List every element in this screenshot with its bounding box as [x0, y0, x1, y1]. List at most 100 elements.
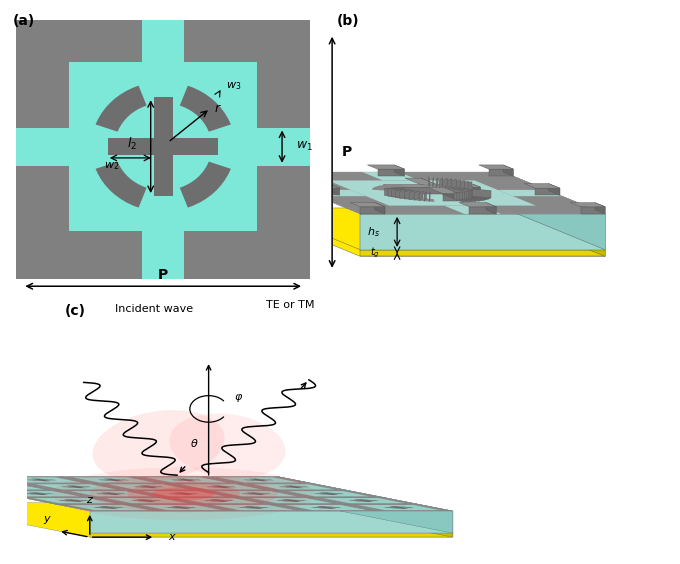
Polygon shape: [328, 180, 536, 205]
Polygon shape: [362, 172, 420, 180]
Polygon shape: [180, 484, 262, 490]
Polygon shape: [248, 479, 269, 481]
Polygon shape: [457, 181, 469, 190]
Polygon shape: [282, 501, 292, 502]
Polygon shape: [428, 177, 430, 187]
Polygon shape: [200, 504, 307, 511]
Polygon shape: [503, 165, 513, 177]
Polygon shape: [549, 183, 560, 195]
Ellipse shape: [90, 475, 277, 512]
Polygon shape: [277, 499, 453, 537]
Polygon shape: [0, 483, 57, 490]
Polygon shape: [466, 191, 482, 201]
Polygon shape: [0, 487, 5, 488]
Polygon shape: [105, 506, 116, 507]
Polygon shape: [449, 179, 456, 188]
Polygon shape: [436, 178, 438, 187]
Polygon shape: [304, 183, 339, 188]
Polygon shape: [139, 487, 150, 488]
Polygon shape: [460, 182, 472, 190]
Bar: [16, 127, 69, 166]
Ellipse shape: [92, 410, 224, 482]
Polygon shape: [459, 202, 496, 207]
Polygon shape: [250, 506, 261, 507]
Polygon shape: [360, 207, 385, 214]
Polygon shape: [429, 192, 430, 201]
Polygon shape: [443, 178, 447, 188]
Polygon shape: [328, 183, 339, 195]
Polygon shape: [419, 191, 423, 201]
Polygon shape: [323, 498, 405, 503]
Polygon shape: [213, 505, 294, 510]
Polygon shape: [454, 196, 492, 202]
Polygon shape: [171, 506, 191, 509]
Text: $w_3$: $w_3$: [226, 80, 241, 92]
Polygon shape: [20, 497, 127, 504]
Polygon shape: [0, 486, 14, 488]
Bar: [109, 138, 218, 155]
Polygon shape: [218, 486, 229, 487]
Polygon shape: [29, 494, 40, 495]
Polygon shape: [60, 477, 167, 483]
Polygon shape: [249, 480, 260, 481]
Polygon shape: [524, 183, 560, 188]
Text: Incident wave: Incident wave: [115, 304, 193, 314]
Polygon shape: [107, 484, 190, 490]
Polygon shape: [358, 505, 440, 510]
Polygon shape: [384, 195, 435, 202]
Polygon shape: [211, 486, 231, 488]
Polygon shape: [105, 498, 187, 503]
Polygon shape: [384, 184, 480, 187]
Polygon shape: [414, 191, 420, 200]
Polygon shape: [177, 480, 188, 481]
Polygon shape: [205, 477, 313, 483]
Polygon shape: [67, 505, 150, 510]
Text: $\theta$: $\theta$: [190, 437, 199, 450]
Text: $x$: $x$: [167, 532, 177, 542]
Ellipse shape: [169, 413, 286, 479]
Polygon shape: [240, 483, 347, 490]
Polygon shape: [275, 500, 307, 501]
Polygon shape: [93, 507, 124, 508]
Polygon shape: [180, 492, 191, 494]
Polygon shape: [473, 189, 491, 198]
Polygon shape: [167, 483, 275, 490]
Polygon shape: [35, 492, 46, 494]
Polygon shape: [165, 497, 273, 504]
Polygon shape: [388, 506, 409, 509]
Polygon shape: [489, 169, 513, 177]
Polygon shape: [571, 202, 605, 207]
Polygon shape: [174, 494, 185, 495]
Polygon shape: [31, 480, 42, 481]
Bar: [257, 127, 310, 166]
Polygon shape: [454, 192, 464, 202]
Polygon shape: [310, 497, 418, 504]
Wedge shape: [91, 82, 235, 212]
Polygon shape: [0, 477, 95, 483]
Polygon shape: [409, 191, 416, 200]
Polygon shape: [203, 490, 310, 497]
Text: $w_2$: $w_2$: [104, 161, 119, 172]
Bar: [154, 97, 173, 196]
Polygon shape: [243, 479, 274, 481]
Polygon shape: [372, 184, 407, 191]
Polygon shape: [103, 479, 124, 481]
Polygon shape: [388, 188, 402, 196]
Polygon shape: [70, 491, 152, 496]
Polygon shape: [247, 494, 258, 495]
Wedge shape: [137, 76, 190, 147]
Polygon shape: [284, 486, 304, 488]
Polygon shape: [498, 190, 562, 196]
Polygon shape: [99, 508, 110, 509]
Polygon shape: [367, 165, 405, 169]
Polygon shape: [165, 507, 197, 508]
Polygon shape: [90, 511, 453, 533]
Ellipse shape: [127, 482, 240, 506]
Polygon shape: [471, 190, 489, 199]
Ellipse shape: [52, 467, 315, 520]
Text: $\mathbf{P}$: $\mathbf{P}$: [341, 146, 353, 159]
Polygon shape: [244, 508, 255, 509]
Polygon shape: [252, 492, 264, 494]
Polygon shape: [66, 486, 86, 488]
Polygon shape: [28, 492, 49, 495]
